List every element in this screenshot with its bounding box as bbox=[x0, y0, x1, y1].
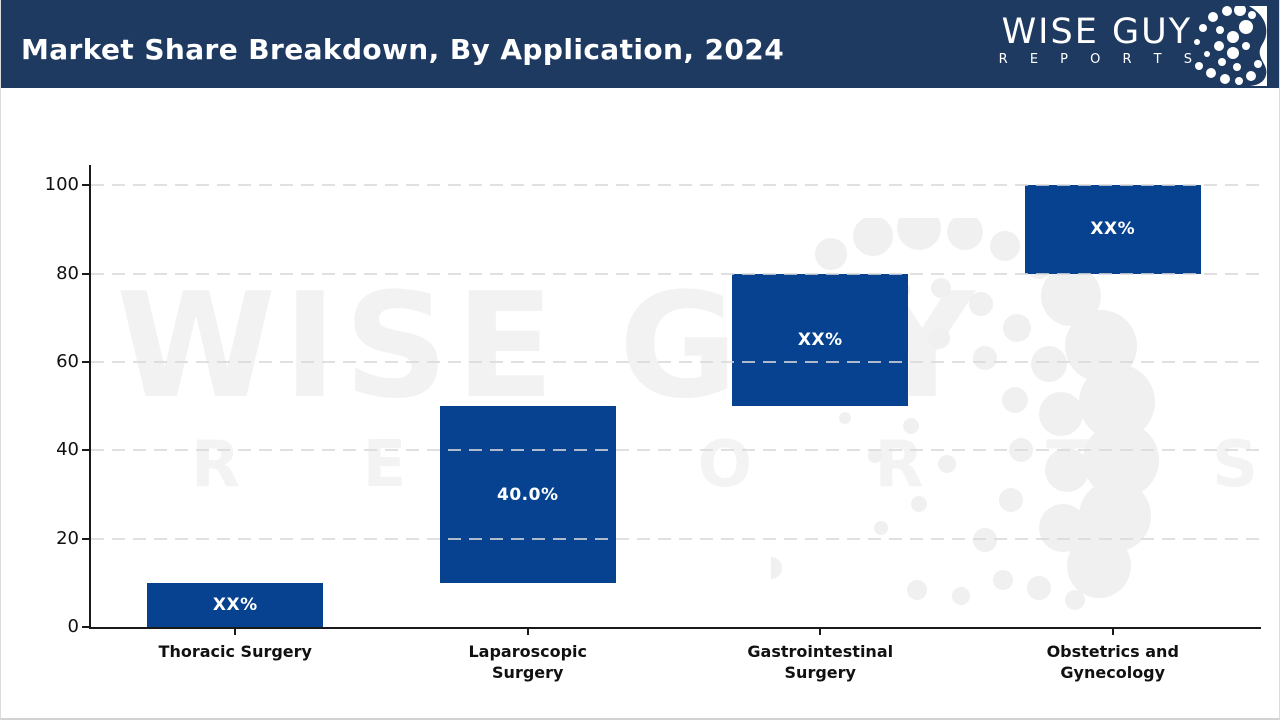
bar-3: XX% bbox=[732, 273, 909, 407]
category-label-line: Laparoscopic bbox=[468, 642, 588, 661]
y-axis-tick-mark bbox=[82, 626, 89, 628]
y-axis-tick-label: 20 bbox=[56, 527, 79, 549]
bar-1: XX% bbox=[147, 582, 324, 627]
gridline bbox=[91, 360, 1259, 363]
x-axis-tick-mark bbox=[1111, 629, 1114, 635]
logo-reports-label: R E P O R T S bbox=[998, 51, 1201, 67]
bar-value-label: XX% bbox=[212, 594, 258, 615]
bar-value-label: XX% bbox=[797, 329, 843, 350]
gridline bbox=[91, 184, 1259, 187]
logo-wise-guy-label: WISE GUY bbox=[1001, 12, 1193, 52]
bar-4: XX% bbox=[1024, 185, 1201, 274]
category-label: Obstetrics and Gynecology bbox=[983, 641, 1243, 683]
x-axis-tick-mark bbox=[819, 629, 822, 635]
bar-value-label: 40.0% bbox=[497, 484, 559, 505]
logo-face-icon bbox=[1194, 6, 1267, 86]
brand-logo-text: WISE GUY R E P O R T S bbox=[993, 13, 1201, 67]
y-axis-tick-label: 80 bbox=[56, 262, 79, 284]
y-axis-tick-mark bbox=[82, 360, 89, 363]
y-axis-tick-mark bbox=[82, 272, 89, 275]
x-axis-tick-mark bbox=[234, 629, 237, 635]
category-label-line: Surgery bbox=[784, 663, 856, 683]
y-axis-tick-label: 40 bbox=[56, 439, 79, 461]
y-axis-tick-label: 0 bbox=[67, 616, 79, 637]
y-axis-tick-mark bbox=[82, 449, 89, 452]
category-label: Laparoscopic Surgery bbox=[398, 641, 658, 683]
gridline bbox=[91, 272, 1259, 275]
category-label: Thoracic Surgery bbox=[105, 641, 365, 662]
category-label: Gastrointestinal Surgery bbox=[690, 641, 950, 683]
x-axis-tick-mark bbox=[526, 629, 529, 635]
header-bar: Market Share Breakdown, By Application, … bbox=[1, 0, 1279, 88]
category-label-line: Gynecology bbox=[1060, 663, 1166, 683]
y-axis-tick-mark bbox=[82, 184, 89, 187]
category-label-line: Surgery bbox=[492, 663, 564, 683]
category-label-line: Thoracic Surgery bbox=[158, 642, 312, 661]
bar-2: 40.0% bbox=[439, 406, 616, 583]
page-title: Market Share Breakdown, By Application, … bbox=[21, 33, 785, 66]
plot-area: XX% 40.0% XX% XX% bbox=[89, 165, 1261, 629]
gridline bbox=[91, 449, 1259, 452]
bar-value-label: XX% bbox=[1090, 219, 1136, 240]
category-label-line: Obstetrics and bbox=[1046, 642, 1179, 661]
category-label-line: Gastrointestinal bbox=[747, 642, 894, 661]
y-axis-tick-label: 100 bbox=[44, 174, 79, 196]
y-axis-tick-mark bbox=[82, 537, 89, 540]
watermark-face-dots bbox=[771, 218, 1159, 610]
gridline bbox=[91, 537, 1259, 540]
y-axis-tick-label: 60 bbox=[56, 350, 79, 372]
